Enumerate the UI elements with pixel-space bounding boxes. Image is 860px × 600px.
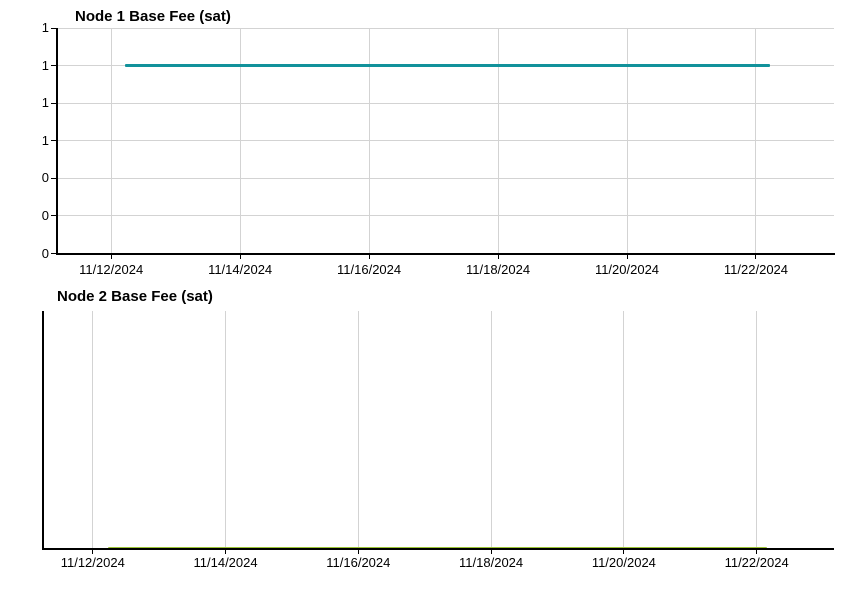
x-tick-mark [497, 254, 499, 259]
v-gridline [239, 28, 241, 254]
x-tick-mark [755, 254, 757, 259]
y-tick-label: 1 [41, 57, 49, 73]
x-tick-label: 11/18/2024 [465, 262, 531, 277]
x-tick-mark [368, 254, 370, 259]
y-axis-line [56, 28, 58, 255]
h-gridline [57, 102, 834, 104]
x-tick-label: 11/14/2024 [208, 262, 273, 277]
node1-chart-title: Node 1 Base Fee (sat) [75, 8, 231, 25]
x-tick-mark [490, 550, 492, 554]
y-axis-line [42, 311, 44, 550]
x-tick-mark [623, 550, 625, 554]
node2-chart-title: Node 2 Base Fee (sat) [57, 288, 213, 305]
y-tick-mark [51, 102, 57, 104]
x-tick-mark [225, 550, 227, 554]
x-tick-mark [92, 550, 94, 554]
y-tick-label: 0 [41, 207, 49, 223]
h-gridline [57, 215, 834, 217]
x-tick-label: 11/20/2024 [591, 555, 656, 570]
x-tick-label: 11/14/2024 [193, 555, 258, 570]
h-gridline [57, 140, 834, 142]
v-gridline [756, 311, 758, 549]
v-gridline [755, 28, 757, 254]
y-tick-mark [51, 253, 57, 254]
y-tick-mark [51, 215, 57, 217]
x-tick-label: 11/22/2024 [724, 555, 789, 570]
y-tick-label: 1 [41, 132, 49, 148]
x-tick-label: 11/12/2024 [79, 262, 144, 277]
v-gridline [497, 28, 499, 254]
v-gridline [626, 28, 628, 254]
x-tick-label: 11/18/2024 [459, 555, 524, 570]
y-tick-label: 1 [41, 95, 49, 111]
y-tick-mark [51, 27, 57, 29]
y-tick-mark [51, 65, 57, 67]
series-line [125, 64, 771, 68]
x-tick-mark [626, 254, 628, 259]
v-gridline [623, 311, 625, 549]
x-tick-label: 11/20/2024 [594, 262, 660, 277]
v-gridline [110, 28, 112, 254]
x-tick-label: 11/16/2024 [326, 555, 391, 570]
v-gridline [490, 311, 492, 549]
y-tick-label: 1 [41, 20, 49, 35]
v-gridline [92, 311, 94, 549]
x-tick-label: 11/22/2024 [723, 262, 789, 277]
x-tick-mark [239, 254, 241, 259]
y-tick-label: 0 [41, 245, 49, 261]
x-tick-mark [756, 550, 758, 554]
v-gridline [225, 311, 227, 549]
y-tick-label: 0 [41, 170, 49, 186]
x-tick-label: 11/16/2024 [337, 262, 402, 277]
y-tick-mark [51, 140, 57, 142]
x-axis-line [42, 548, 834, 550]
v-gridline [368, 28, 370, 254]
x-axis-line [56, 252, 835, 255]
x-tick-mark [110, 254, 112, 259]
v-gridline [357, 311, 359, 549]
y-tick-mark [51, 177, 57, 179]
h-gridline [57, 27, 834, 29]
h-gridline [57, 177, 834, 179]
x-tick-label: 11/12/2024 [60, 555, 125, 570]
x-tick-mark [357, 550, 359, 554]
